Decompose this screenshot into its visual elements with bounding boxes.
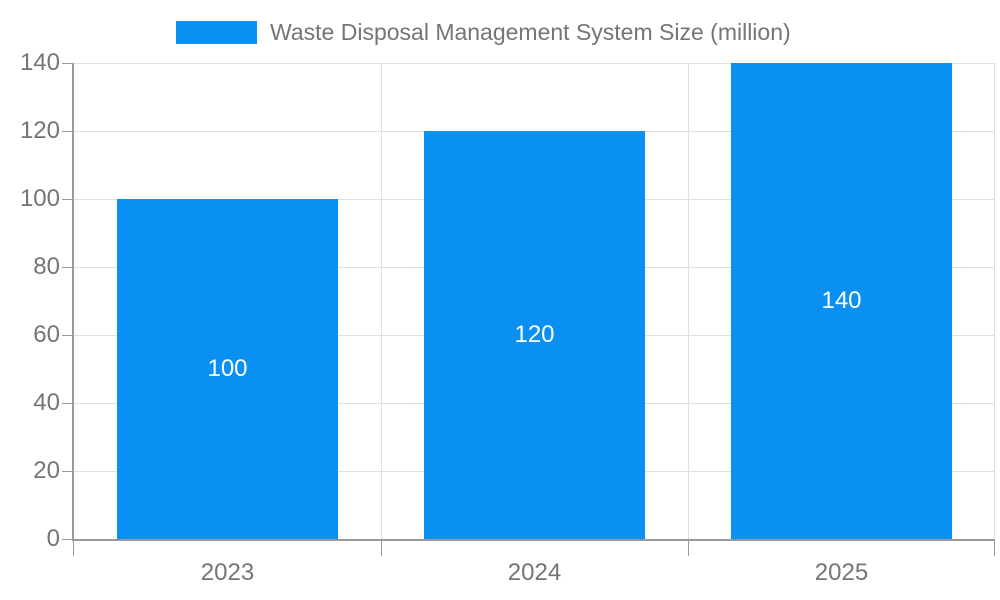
y-tick-label: 60 [33,321,60,348]
y-axis-tick [62,267,72,268]
y-tick-label: 0 [46,525,60,552]
legend-label: Waste Disposal Management System Size (m… [270,19,791,45]
y-axis-tick [62,199,72,200]
x-axis-tick [688,541,689,556]
x-tick-label: 2025 [814,559,869,586]
y-axis-tick [62,471,72,472]
y-tick-label: 100 [19,185,60,212]
gridline-vertical [994,63,995,539]
x-tick-label: 2024 [507,559,562,586]
x-axis-tick [381,541,382,556]
y-axis-tick [62,539,72,540]
x-axis-tick [994,541,995,556]
bar-value-label: 100 [207,355,248,382]
legend[interactable]: Waste Disposal Management System Size (m… [176,19,791,46]
y-tick-label: 20 [33,457,60,484]
bar [117,199,338,539]
y-tick-label: 40 [33,389,60,416]
y-axis-tick [62,335,72,336]
gridline-vertical [688,63,689,539]
y-axis-tick [62,63,72,64]
y-axis-tick [62,131,72,132]
bar [731,63,952,539]
x-tick-label: 2023 [200,559,255,586]
y-tick-label: 140 [19,49,60,76]
bar [424,131,645,539]
y-axis-tick [62,403,72,404]
plot-area: 0 20 40 60 80 100 120 140 100 2023 120 2024 140 2025 [20,51,995,586]
gridline-horizontal [74,63,995,64]
y-tick-label: 80 [33,253,60,280]
bar-value-label: 140 [821,287,862,314]
x-axis-tick [73,541,74,556]
legend-swatch-icon [176,21,257,44]
y-tick-label: 120 [19,117,60,144]
gridline-vertical [381,63,382,539]
bar-value-label: 120 [514,321,555,348]
